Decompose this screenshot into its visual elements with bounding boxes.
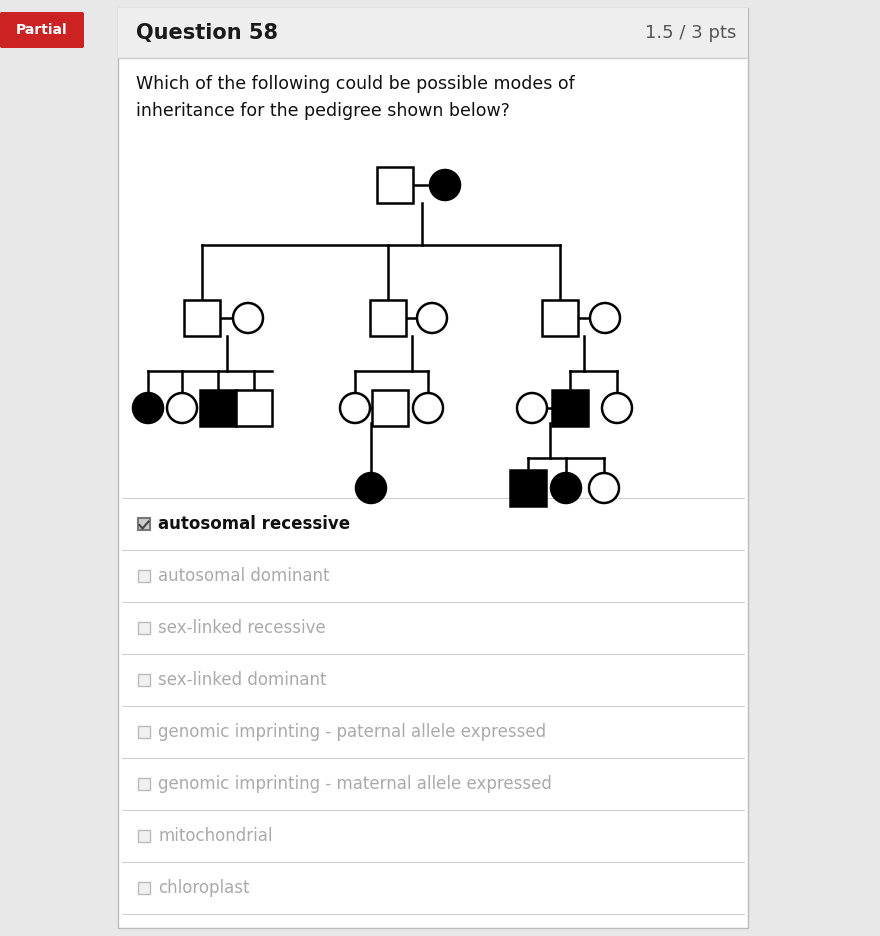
Text: genomic imprinting - maternal allele expressed: genomic imprinting - maternal allele exp… [158,775,552,793]
Text: Partial: Partial [16,23,68,37]
Circle shape [356,473,386,503]
Bar [118,8,748,928]
Circle shape [133,393,163,423]
Bar [377,167,413,203]
Bar [138,674,150,686]
Text: chloroplast: chloroplast [158,879,250,897]
Bar [510,470,546,506]
Circle shape [417,303,447,333]
Circle shape [340,393,370,423]
Bar [138,778,150,790]
Text: autosomal dominant: autosomal dominant [158,567,329,585]
Bar [118,8,748,58]
Text: Question 58: Question 58 [136,23,278,43]
Circle shape [517,393,547,423]
Text: sex-linked dominant: sex-linked dominant [158,671,326,689]
Bar [138,518,150,530]
Bar [372,390,408,426]
Bar [200,390,236,426]
Circle shape [430,170,460,200]
Text: autosomal recessive: autosomal recessive [158,515,350,533]
Circle shape [233,303,263,333]
Circle shape [413,393,443,423]
Circle shape [551,473,581,503]
Bar [552,390,588,426]
Bar [138,830,150,842]
Text: 1.5 / 3 pts: 1.5 / 3 pts [645,24,736,42]
Text: genomic imprinting - paternal allele expressed: genomic imprinting - paternal allele exp… [158,723,546,741]
Circle shape [590,303,620,333]
Circle shape [167,393,197,423]
Text: mitochondrial: mitochondrial [158,827,273,845]
Bar [138,726,150,738]
Text: sex-linked recessive: sex-linked recessive [158,619,326,637]
Bar [138,882,150,894]
Circle shape [602,393,632,423]
Bar [370,300,406,336]
Circle shape [589,473,619,503]
Bar [542,300,578,336]
Bar [184,300,220,336]
Bar [138,622,150,634]
Bar [236,390,272,426]
FancyBboxPatch shape [0,12,84,48]
Text: Which of the following could be possible modes of
inheritance for the pedigree s: Which of the following could be possible… [136,75,575,120]
Bar [138,570,150,582]
